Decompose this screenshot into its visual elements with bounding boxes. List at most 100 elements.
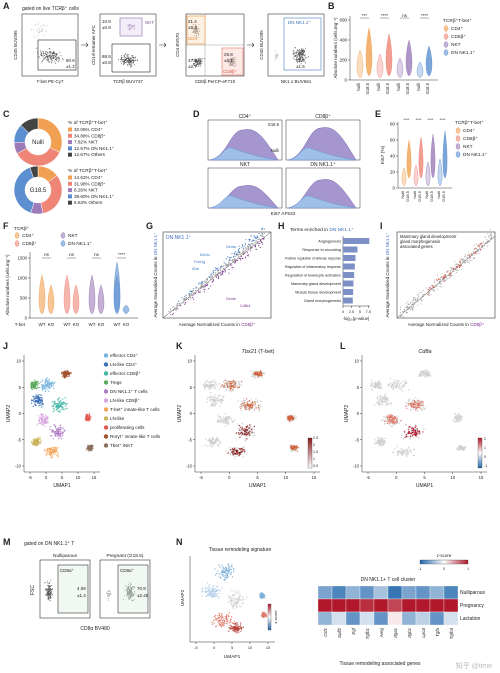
dot bbox=[412, 308, 414, 310]
dot bbox=[410, 301, 412, 303]
dot bbox=[124, 61, 125, 63]
legend-dot bbox=[103, 353, 109, 358]
dot bbox=[59, 427, 62, 429]
dot bbox=[38, 382, 40, 385]
dot bbox=[378, 442, 380, 445]
dot bbox=[467, 260, 469, 262]
dot bbox=[299, 58, 301, 60]
dot bbox=[216, 268, 218, 270]
dot bbox=[249, 245, 251, 247]
dot bbox=[200, 285, 202, 287]
legend-swatch bbox=[68, 127, 72, 132]
dot bbox=[407, 427, 410, 430]
dot bbox=[34, 385, 36, 388]
dot bbox=[445, 275, 447, 277]
label: UMAP2 bbox=[6, 405, 12, 422]
dot bbox=[49, 51, 51, 53]
dot bbox=[45, 415, 47, 417]
dot bbox=[244, 250, 247, 252]
dot bbox=[183, 299, 186, 301]
x-tick-label: 10 bbox=[450, 475, 455, 480]
dot bbox=[469, 257, 471, 259]
dot bbox=[416, 404, 418, 406]
dot bbox=[198, 60, 200, 62]
dot bbox=[40, 25, 42, 27]
dot bbox=[238, 248, 240, 250]
dot bbox=[231, 260, 233, 262]
violin bbox=[405, 39, 413, 77]
dot bbox=[203, 58, 205, 60]
dot bbox=[47, 386, 49, 388]
dot bbox=[39, 437, 41, 439]
dot bbox=[261, 377, 263, 379]
dot bbox=[86, 417, 88, 419]
dot bbox=[407, 399, 409, 401]
dot bbox=[256, 373, 258, 375]
violin bbox=[418, 136, 424, 179]
dot bbox=[234, 260, 236, 262]
dot bbox=[484, 245, 486, 247]
dot bbox=[122, 62, 124, 64]
dot bbox=[378, 437, 380, 439]
dot bbox=[400, 315, 402, 317]
dot bbox=[489, 241, 491, 243]
dot bbox=[234, 255, 236, 258]
dot bbox=[125, 53, 126, 55]
dot bbox=[241, 427, 244, 429]
dot bbox=[52, 431, 54, 433]
dot bbox=[415, 406, 417, 408]
dot bbox=[123, 60, 125, 62]
dot bbox=[259, 370, 261, 372]
dot bbox=[255, 370, 257, 372]
dot bbox=[38, 420, 40, 422]
dot bbox=[52, 450, 54, 452]
dot bbox=[45, 53, 47, 55]
dot bbox=[124, 59, 126, 60]
dot bbox=[427, 372, 429, 374]
dot bbox=[385, 400, 387, 403]
dot bbox=[245, 453, 247, 455]
dot bbox=[223, 386, 225, 388]
legend-icon bbox=[14, 240, 20, 247]
dot bbox=[177, 304, 179, 306]
dot bbox=[235, 432, 238, 434]
dot bbox=[420, 408, 423, 410]
dot bbox=[377, 402, 379, 404]
dot bbox=[188, 293, 190, 295]
dot bbox=[52, 384, 54, 387]
dot bbox=[405, 405, 407, 407]
dot bbox=[39, 31, 41, 33]
legend-value: 31.98% bbox=[74, 181, 90, 186]
dot bbox=[248, 239, 250, 241]
dot bbox=[246, 252, 248, 254]
dot bbox=[123, 64, 125, 65]
dot bbox=[195, 286, 197, 288]
dot bbox=[218, 416, 220, 418]
dot bbox=[209, 278, 211, 280]
dot bbox=[33, 383, 36, 385]
dot bbox=[234, 252, 236, 254]
dot bbox=[260, 240, 262, 242]
dot bbox=[254, 374, 257, 376]
dot bbox=[253, 235, 255, 237]
dot bbox=[245, 242, 247, 244]
dot bbox=[257, 243, 259, 245]
dot bbox=[257, 376, 259, 378]
arrow bbox=[159, 42, 167, 48]
dot bbox=[51, 447, 53, 449]
label: 88.5 bbox=[102, 54, 111, 59]
dot bbox=[212, 442, 214, 444]
dot bbox=[411, 401, 413, 403]
dot bbox=[277, 53, 279, 54]
panel-letter: J bbox=[3, 341, 8, 351]
dot bbox=[47, 60, 49, 62]
legend-title: TCRβ⁺ bbox=[14, 226, 30, 232]
dot bbox=[390, 402, 392, 404]
dot bbox=[35, 387, 38, 390]
dot bbox=[411, 309, 414, 311]
dot bbox=[47, 56, 49, 58]
dot bbox=[175, 305, 177, 307]
dot bbox=[234, 457, 236, 459]
dot bbox=[86, 449, 88, 451]
x-tick-label: 10 bbox=[283, 475, 288, 480]
